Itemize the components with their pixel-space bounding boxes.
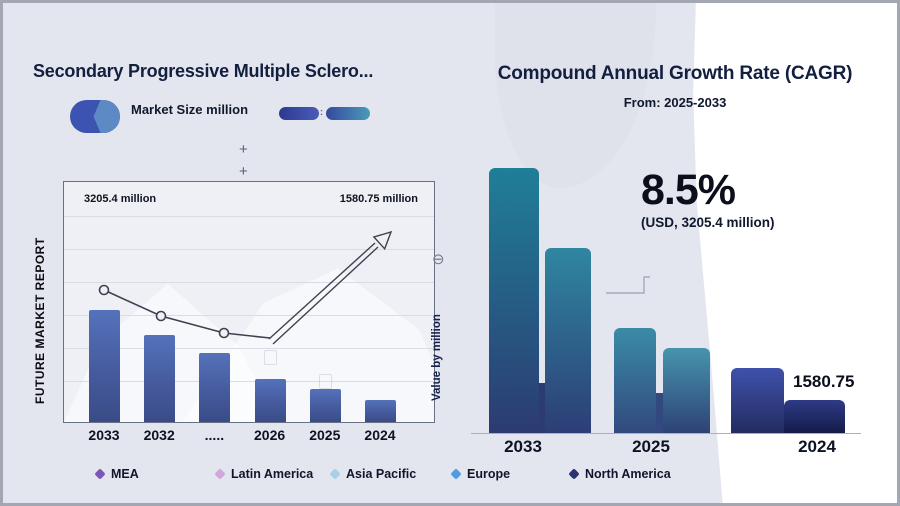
- x-axis-year-label: 2032: [143, 427, 175, 443]
- ratio-pill-right-icon: [326, 107, 370, 120]
- cagr-bar-2024-2: [784, 400, 845, 433]
- x-axis-line: [471, 433, 861, 434]
- market-size-bar-2025: [309, 389, 341, 422]
- legend-label: Asia Pacific: [346, 467, 417, 481]
- legend-diamond-icon: [94, 468, 106, 480]
- legend-item-asia-pacific: Asia Pacific: [329, 467, 417, 481]
- value-callout: 1580.75: [793, 372, 855, 391]
- right-chart-title: Compound Annual Growth Rate (CAGR): [497, 63, 853, 84]
- legend-item-north-america: North America: [568, 467, 671, 481]
- legend-diamond-icon: [329, 468, 341, 480]
- legend-label: Latin America: [231, 467, 314, 481]
- x-axis-year-label: 2026: [254, 427, 286, 443]
- legend-item-europe: Europe: [450, 467, 511, 481]
- bar-connector: [656, 393, 663, 433]
- cagr-bar-2024-1: [731, 368, 784, 433]
- left-chart-title: Secondary Progressive Multiple Sclero...: [33, 61, 374, 81]
- market-size-bar-2033: [89, 310, 120, 422]
- circle-minus-icon: ⊖: [432, 251, 445, 268]
- cagr-bar-2033-1: [489, 168, 539, 433]
- market-size-legend-label: Market Size million: [131, 102, 249, 117]
- ratio-colon: :: [320, 107, 323, 117]
- bar-connector: [539, 383, 545, 433]
- cagr-usd-detail: (USD, 3205.4 million): [641, 215, 775, 230]
- future-market-report-watermark: FUTURE MARKET REPORT: [33, 237, 47, 405]
- legend-diamond-icon: [450, 468, 462, 480]
- x-axis-year-label: 2025: [632, 437, 670, 456]
- cagr-bar-2025-1: [614, 328, 656, 433]
- plus-icon: +: [239, 163, 248, 180]
- ghost-document-icon: [319, 374, 332, 389]
- cagr-chart: 2033 2025 2024: [463, 153, 873, 463]
- legend-item-latin-america: Latin America: [214, 467, 314, 481]
- start-value-label: 3205.4 million: [84, 193, 157, 205]
- pill-facet: [93, 100, 120, 133]
- x-axis-year-label: .....: [204, 427, 225, 443]
- x-axis-year-label: 2024: [798, 437, 836, 456]
- cagr-bar-2025-2: [663, 348, 710, 433]
- trend-line-arrow: [98, 230, 393, 345]
- plus-icon: +: [239, 141, 248, 158]
- end-value-label: 1580.75 million: [339, 193, 418, 205]
- ghost-document-icon: [264, 350, 277, 365]
- legend-label: MEA: [111, 467, 139, 481]
- legend-label: Europe: [467, 467, 511, 481]
- legend-diamond-icon: [568, 468, 580, 480]
- market-size-chart: 3205.4 million 1580.75 million: [63, 181, 435, 423]
- market-size-pill-icon: [70, 100, 120, 133]
- right-chart-subtitle: From: 2025-2033: [623, 95, 727, 110]
- value-axis-label: Value by million: [431, 314, 443, 402]
- market-size-bar-2032: [144, 335, 176, 422]
- x-axis-year-label: 2033: [504, 437, 542, 456]
- market-size-bar-2024: [365, 400, 396, 422]
- x-axis-year-label: 2025: [309, 427, 341, 443]
- region-legend: MEA Latin America Asia Pacific Europe North …: [3, 467, 897, 489]
- market-size-bar-.....: [199, 353, 231, 422]
- legend-item-mea: MEA: [94, 467, 139, 481]
- x-axis-year-label: 2033: [88, 427, 120, 443]
- legend-label: North America: [585, 467, 671, 481]
- x-axis-year-label: 2024: [364, 427, 396, 443]
- market-size-bar-2026: [254, 379, 286, 422]
- cagr-bar-2033-2: [545, 248, 591, 433]
- left-bars: [64, 182, 434, 422]
- legend-diamond-icon: [214, 468, 226, 480]
- left-x-axis-labels: 2033 2032..... 2026 2025 2024: [63, 427, 435, 445]
- cagr-percentage: 8.5%: [641, 166, 736, 214]
- ratio-pill-left-icon: [279, 107, 319, 120]
